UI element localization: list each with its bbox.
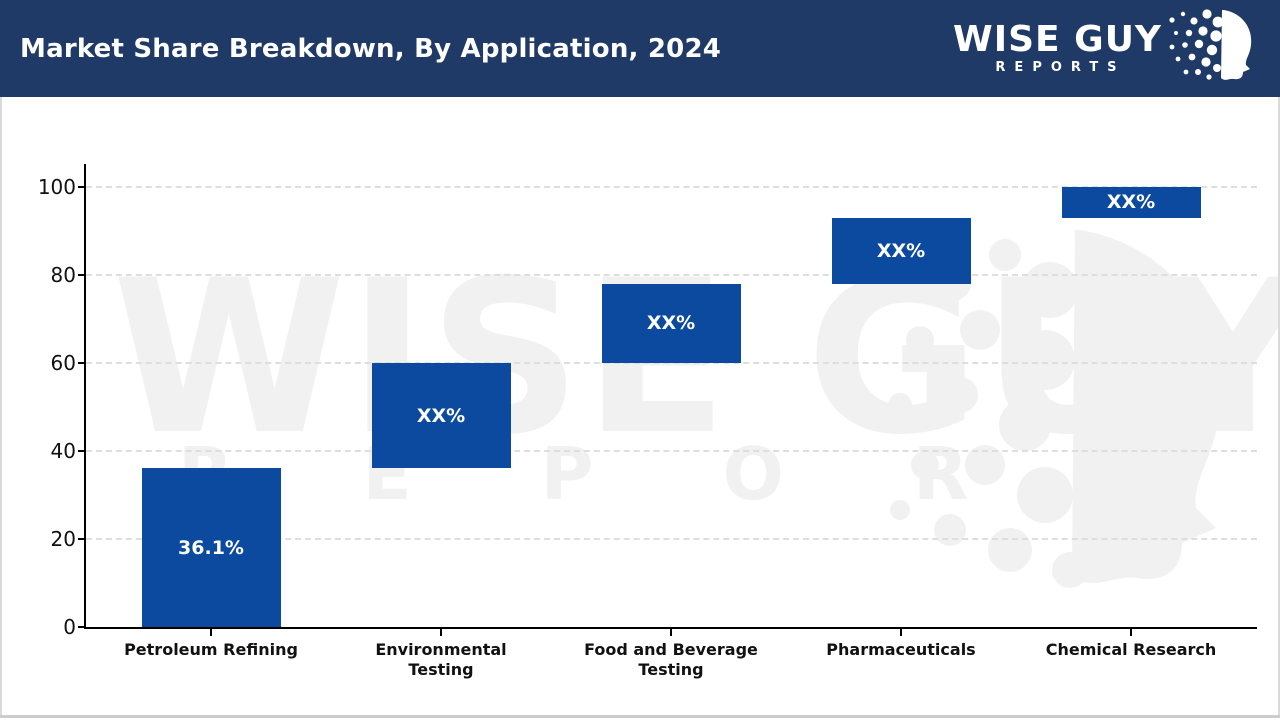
bar: XX% — [1061, 187, 1201, 218]
x-tick-mark — [670, 629, 672, 636]
x-tick-mark — [1130, 629, 1132, 636]
x-axis-line — [84, 627, 1257, 629]
x-tick-mark — [440, 629, 442, 636]
x-tick-label: Food and Beverage Testing — [584, 640, 758, 679]
x-tick-label: Chemical Research — [1045, 640, 1217, 659]
grid-line — [86, 274, 1257, 276]
brand-logo-text: WISE GUY REPORTS — [952, 19, 1162, 76]
y-tick-mark — [78, 274, 85, 276]
y-tick-label: 100 — [37, 175, 76, 199]
bar: XX% — [831, 217, 971, 284]
page-border-bottom — [0, 715, 1280, 718]
bar: 36.1% — [141, 468, 281, 627]
y-tick-mark — [78, 362, 85, 364]
y-tick-label: 20 — [50, 527, 76, 551]
y-tick-mark — [78, 538, 85, 540]
brand-name: WISE GUY — [952, 19, 1162, 60]
bar-value-label: XX% — [416, 404, 466, 427]
brand-subtitle: REPORTS — [995, 60, 1126, 75]
x-tick-mark — [210, 629, 212, 636]
y-tick-mark — [78, 450, 85, 452]
x-tick-label: Pharmaceuticals — [826, 640, 976, 659]
brand-logo: WISE GUY REPORTS — [953, 6, 1256, 92]
grid-line — [86, 186, 1257, 188]
header-bar: Market Share Breakdown, By Application, … — [0, 0, 1280, 97]
bar: XX% — [601, 283, 741, 363]
bar: XX% — [371, 363, 511, 469]
bar-value-label: XX% — [646, 312, 696, 335]
grid-line — [86, 362, 1257, 364]
y-tick-mark — [78, 186, 85, 188]
bar-value-label: XX% — [876, 239, 926, 262]
y-tick-label: 80 — [50, 263, 76, 287]
y-tick-label: 60 — [50, 351, 76, 375]
y-axis-line — [84, 164, 86, 628]
x-tick-mark — [900, 629, 902, 636]
page-title: Market Share Breakdown, By Application, … — [20, 33, 722, 64]
grid-line — [86, 538, 1257, 540]
x-tick-label: Environmental Testing — [375, 640, 507, 679]
page-border-right — [1278, 97, 1280, 718]
dotted-head-profile-icon — [1164, 6, 1256, 92]
y-tick-label: 40 — [50, 439, 76, 463]
page-border-left — [0, 97, 2, 718]
bar-value-label: XX% — [1106, 191, 1156, 214]
bar-value-label: 36.1% — [178, 536, 244, 559]
y-tick-label: 0 — [63, 615, 76, 639]
x-tick-label: Petroleum Refining — [124, 640, 298, 659]
y-tick-mark — [78, 626, 85, 628]
grid-line — [86, 450, 1257, 452]
